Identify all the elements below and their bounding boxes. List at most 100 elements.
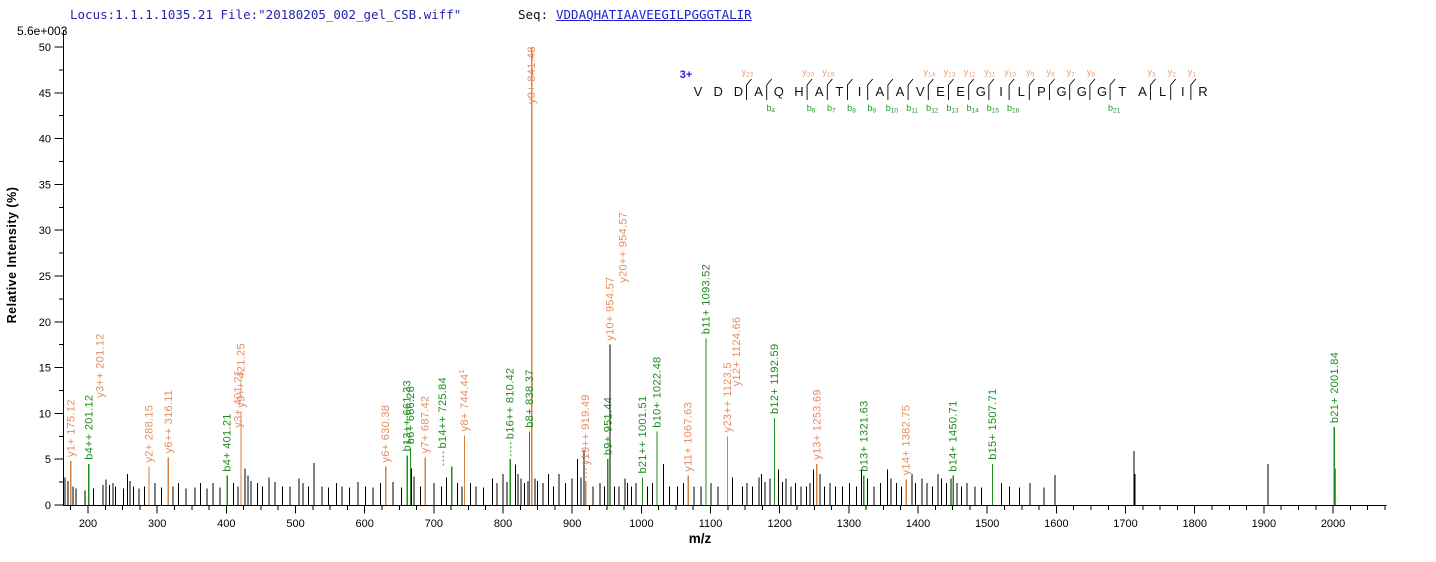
sequence-link[interactable]: VDDAQHATIAAVEEGILPGGGTALIR [556,7,752,22]
x-tick-label: 1200 [767,518,791,530]
peak-label: y10+ 954.57 [604,277,616,341]
residue-letter: A [754,84,763,99]
cleavage-mark [1150,78,1156,100]
x-tick-label: 1100 [699,518,723,530]
y-tick-label: 10 [39,408,51,420]
residue-letter: G [976,84,986,99]
peak-label: b15+ 1507.71 [987,389,999,460]
peak-label: b21++ 1001.51 [637,396,649,474]
cleavage-mark [806,78,813,100]
seq-label: Seq: [518,7,549,22]
residue-letter: V [916,84,925,99]
y-tick-label: 20 [39,317,51,329]
x-tick-label: 700 [425,518,443,530]
y-tick-label: 5 [45,454,51,466]
x-tick-label: 1000 [629,518,653,530]
residue-letter: A [896,84,905,99]
b-ion-map-label: b16 [1007,103,1020,115]
x-tick-label: 200 [79,518,97,530]
x-tick-label: 500 [286,518,304,530]
y-ion-map-label: y20 [802,67,814,79]
b-ion-map-label: b6 [807,103,816,115]
b-ion-map-label: b12 [926,103,939,115]
cleavage-mark [867,78,874,100]
residue-letter: I [999,84,1003,99]
peak-label: y23++ 1123.5 [722,362,734,432]
b-ion-map-label: b21 [1108,103,1121,115]
header-bar: Locus:1.1.1.1035.21 File:"20180205_002_g… [0,7,1436,25]
residue-letter: V [694,84,703,99]
x-tick-label: 600 [356,518,374,530]
locus-file-label: Locus:1.1.1.1035.21 File:"20180205_002_g… [70,7,462,22]
residue-letter: D [734,84,743,99]
peak-label: b14++ 725.84 [437,377,449,449]
cleavage-mark [1049,78,1055,100]
cleavage-mark [927,78,934,100]
cleavage-mark [968,78,975,100]
residue-letter: R [1198,84,1207,99]
peak-label: y9+ 841.48 [526,46,538,104]
residue-letter: L [1018,84,1025,99]
residue-letter: L [1159,84,1166,99]
peak-label: y14+ 1382.75 [901,405,913,476]
peak-label: y6++ 316.11 [163,390,175,454]
fragment-map: 3+V D D A Q H A T I A A V E E G I L P G G G T A L I Ry23b4y20b6y1… [680,67,1208,115]
peak-label: y2+ 288.15 [143,405,155,463]
y-tick-label: 40 [39,134,51,146]
residue-letter: D [714,84,723,99]
residue-letter: A [1138,84,1147,99]
peak-label: y3++ 201.12 [94,333,106,397]
peak-label: b6+ 666.28 [405,386,417,444]
x-tick-label: 1400 [906,518,930,530]
residue-letter: P [1037,84,1046,99]
residue-letter: E [936,84,945,99]
peak-label: y11+ 1067.63 [683,402,695,472]
b-ion-map-label: b14 [967,103,980,115]
peak-label: b13++ 661.33 [402,380,414,452]
residue-letter: G [1097,84,1107,99]
y-tick-label: 0 [45,500,51,512]
b-ion-map-label: b15 [987,103,1000,115]
peak-label: y20++ 954.57 [617,212,629,283]
residue-letter: H [794,84,803,99]
annotated-peaks [70,47,1335,505]
y-tick-label: 35 [39,179,51,191]
peak-label: b16++ 810.42 [505,368,517,440]
y-ion-map-label: y13 [944,67,956,79]
residue-letter: G [1057,84,1067,99]
x-tick-label: 900 [563,518,581,530]
y-ion-map-label: y14 [923,67,935,79]
y-ion-map-label: y7 [1067,67,1076,79]
peak-label: y1+ 175.12 [65,399,77,457]
b-ion-map-label: b13 [946,103,959,115]
cleavage-mark [746,78,752,100]
peak-label: b8+ 838.37 [524,369,536,427]
cleavage-mark [948,78,954,100]
residue-letter: A [875,84,884,99]
peak-label: b21+ 2001.84 [1329,352,1341,423]
residue-letter: I [1181,84,1185,99]
cleavage-mark [1089,78,1096,100]
residue-letter: Q [774,84,784,99]
cleavage-mark [766,78,773,100]
y-ion-map-label: y2 [1168,67,1177,79]
y-ion-map-label: y10 [1004,67,1016,79]
peak-label: y9++ 421.25 [236,343,248,407]
peak-label: y8+ 744.441 [457,369,471,431]
y-ion-map-label: y23 [742,67,754,79]
x-tick-label: 1500 [975,518,999,530]
peak-label: y3+ 401.21 [233,370,245,428]
peak-label: y13+ 1253.69 [811,389,823,460]
cleavage-mark [887,78,894,100]
y-ion-map-label: y6 [1087,67,1096,79]
b-ion-map-label: b11 [906,103,918,115]
y-tick-label: 25 [39,271,51,283]
y-tick-label: 30 [39,225,51,237]
peak-label: b4+ 401.21 [222,413,234,471]
cleavage-mark [1109,78,1116,100]
x-axis-ticks: 200 300 400 500 600 700 800 900 1000 1100 1200 1300… [70,505,1386,530]
x-tick-label: 1600 [1044,518,1068,530]
cleavage-mark [1008,78,1015,100]
